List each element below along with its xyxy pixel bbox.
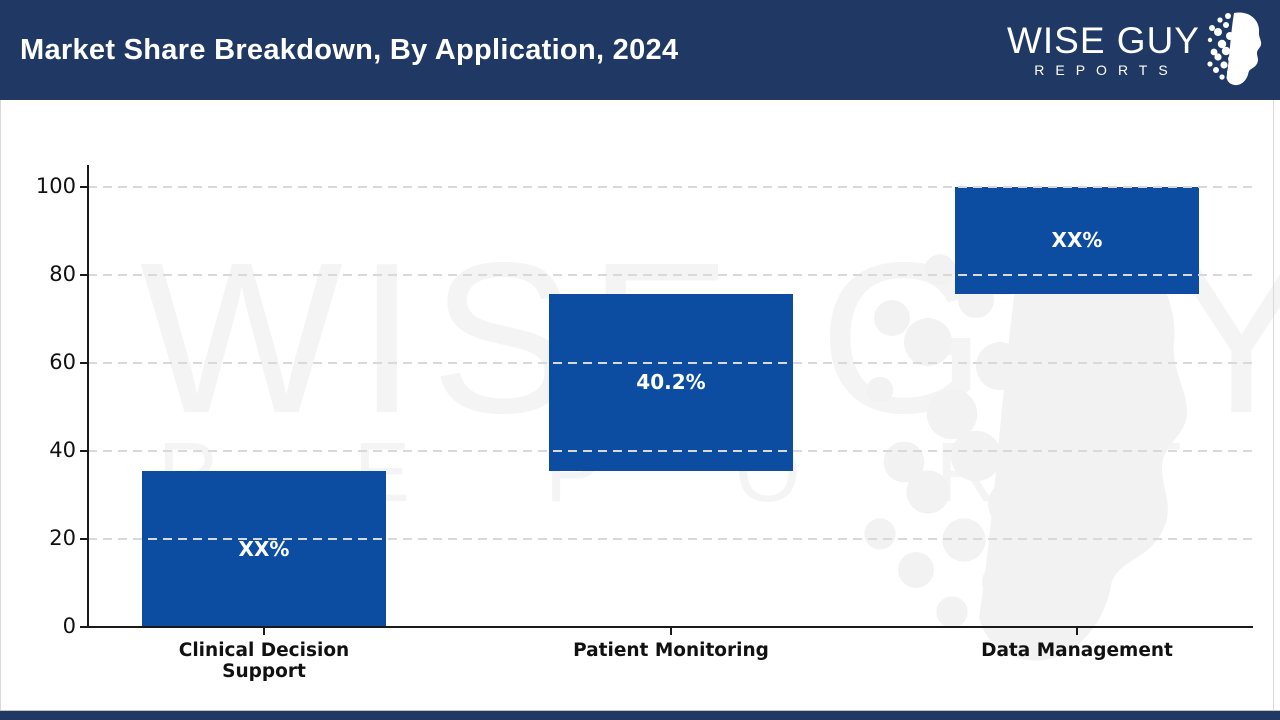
- right-border: [1273, 100, 1274, 712]
- gridline: [88, 538, 1253, 540]
- y-tick-label: 100: [35, 174, 76, 198]
- x-category-label: Data Management: [981, 640, 1173, 661]
- x-axis-line: [86, 626, 1253, 628]
- chart-title: Market Share Breakdown, By Application, …: [20, 33, 679, 66]
- logo-head-icon: [1207, 12, 1262, 86]
- logo-subtext: REPORTS: [1034, 62, 1179, 78]
- y-tick-mark: [80, 186, 88, 188]
- y-tick-label: 40: [49, 438, 76, 462]
- x-category-label: Patient Monitoring: [573, 640, 769, 661]
- watermark-head-icon: [864, 224, 1188, 661]
- gridline: [88, 186, 1253, 188]
- y-tick-label: 0: [62, 614, 76, 638]
- left-border: [0, 100, 1, 712]
- bar-value-label: 40.2%: [636, 370, 706, 395]
- gridline: [88, 450, 1253, 452]
- gridline: [88, 362, 1253, 364]
- bar-segment: XX%: [142, 470, 386, 627]
- bar-segment: XX%: [955, 187, 1199, 294]
- bar-value-label: XX%: [238, 536, 290, 561]
- y-axis-line: [87, 165, 89, 628]
- x-tick-mark: [263, 627, 265, 635]
- logo-wordmark: WISE GUY: [1006, 20, 1200, 61]
- bar-value-label: XX%: [1051, 228, 1103, 253]
- header: Market Share Breakdown, By Application, …: [0, 0, 1280, 100]
- wise-guy-reports-logo: WISE GUY REPORTS: [1007, 10, 1280, 90]
- y-tick-mark: [80, 626, 88, 628]
- y-tick-mark: [80, 538, 88, 540]
- y-tick-label: 20: [49, 526, 76, 550]
- bar-segment: 40.2%: [549, 293, 793, 471]
- gridline: [88, 274, 1253, 276]
- y-tick-label: 80: [49, 262, 76, 286]
- y-tick-mark: [80, 362, 88, 364]
- x-tick-mark: [1076, 627, 1078, 635]
- footer-bar: [0, 710, 1280, 720]
- y-tick-mark: [80, 274, 88, 276]
- x-category-label: Clinical Decision Support: [178, 640, 350, 683]
- logo-text: WISE GUY REPORTS: [1007, 22, 1200, 78]
- y-tick-label: 60: [49, 350, 76, 374]
- y-tick-mark: [80, 450, 88, 452]
- x-tick-mark: [670, 627, 672, 635]
